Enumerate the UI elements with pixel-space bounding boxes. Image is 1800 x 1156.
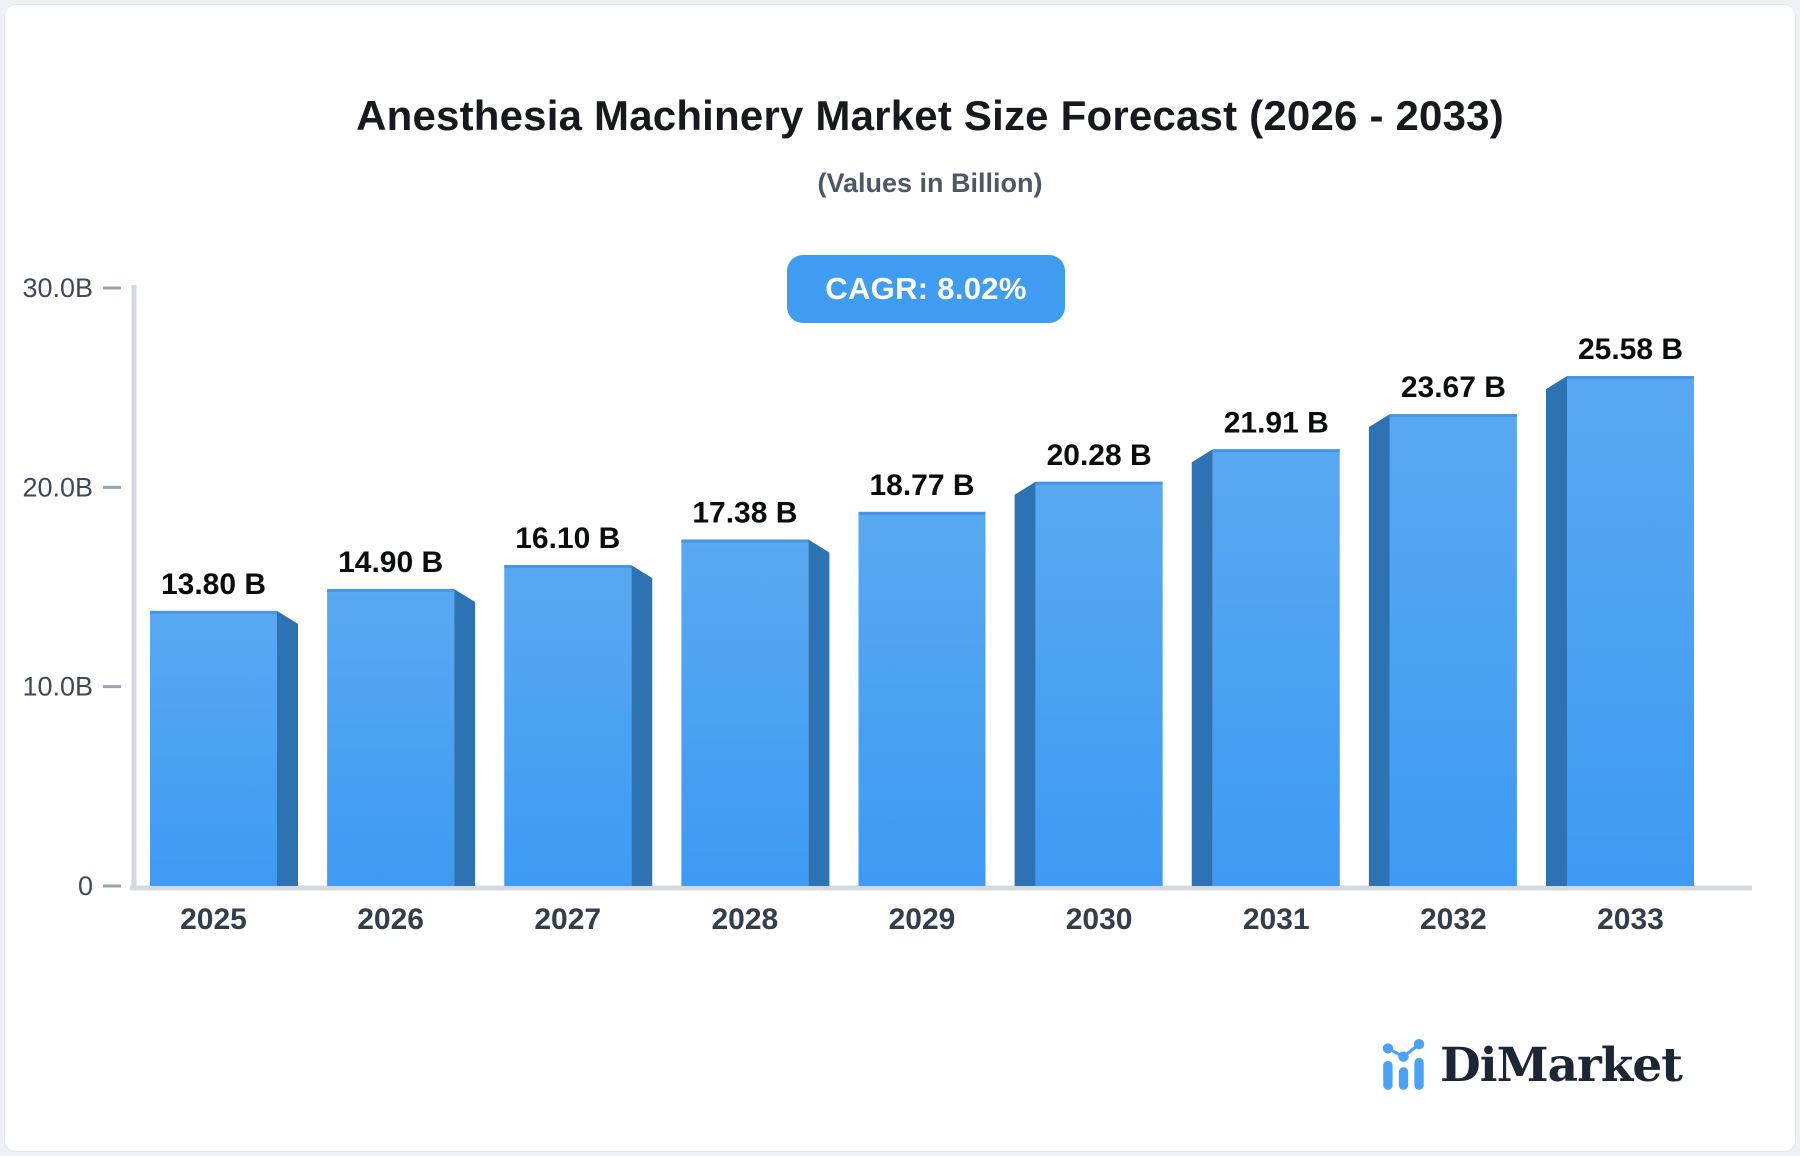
logo-bar-3	[1414, 1057, 1424, 1090]
logo-bar-1	[1383, 1060, 1393, 1090]
brand-logo: DiMarket	[1381, 1034, 1683, 1096]
logo-dot-1	[1382, 1043, 1394, 1054]
logo-bar-2	[1398, 1067, 1409, 1090]
cagr-badge-label: CAGR: 8.02%	[825, 271, 1027, 306]
logo-dot-2	[1398, 1051, 1409, 1062]
logo-dot-3	[1413, 1039, 1425, 1050]
chart-subtitle: (Values in Billion)	[817, 168, 1043, 198]
cagr-badge: CAGR: 8.02%	[787, 255, 1065, 323]
logo-chart-icon	[1382, 1039, 1425, 1090]
brand-logo-text: DiMarket	[1439, 1037, 1683, 1093]
chart-title: Anesthesia Machinery Market Size Forecas…	[356, 92, 1504, 139]
